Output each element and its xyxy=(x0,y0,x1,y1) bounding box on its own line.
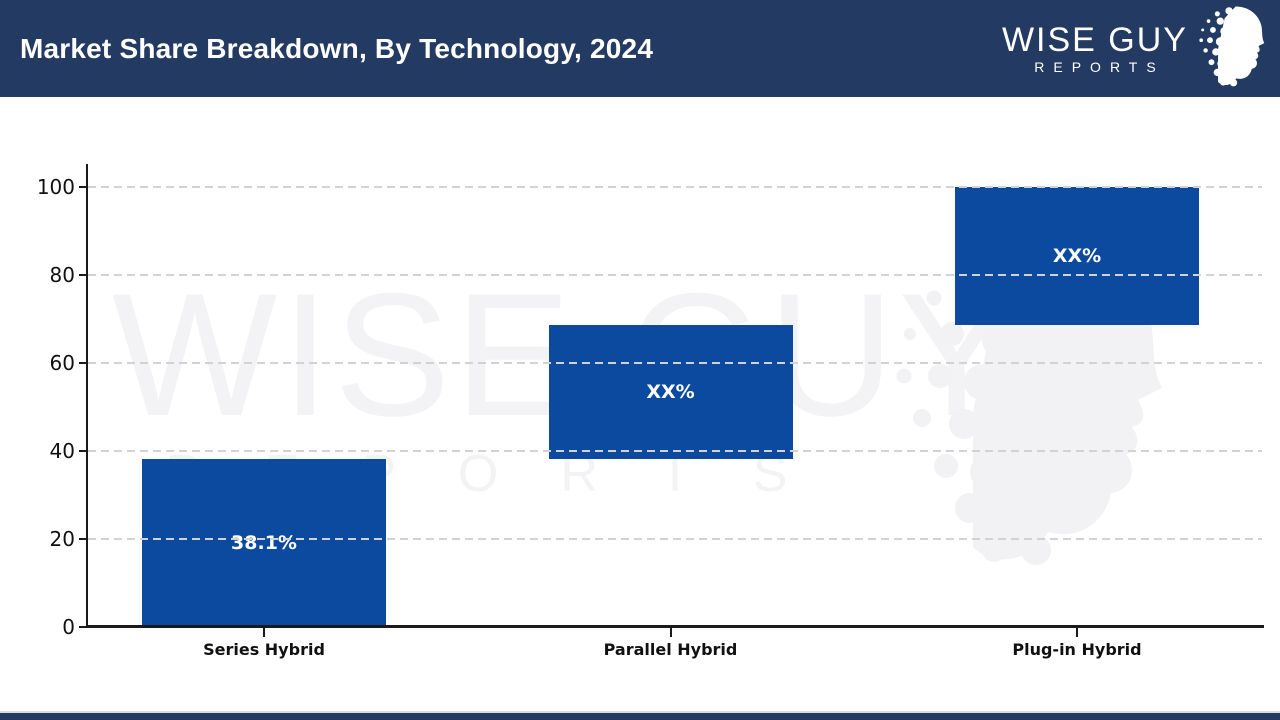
y-axis-tick xyxy=(79,186,88,188)
y-axis-tick xyxy=(79,362,88,364)
x-axis-tick xyxy=(669,628,672,637)
x-axis-tick xyxy=(263,628,265,637)
x-axis-label-series-hybrid: Series Hybrid xyxy=(203,640,325,659)
y-axis-tick xyxy=(79,538,88,540)
x-axis-label-plug-in-hybrid: Plug-in Hybrid xyxy=(1012,640,1142,659)
y-axis-tick-label: 80 xyxy=(49,263,75,287)
bar-parallel-hybrid[interactable]: XX% xyxy=(548,325,793,460)
gridline-100 xyxy=(88,186,1262,188)
y-axis-tick-label: 40 xyxy=(49,439,75,463)
bar-value-label: XX% xyxy=(646,381,695,404)
chart-title: Market Share Breakdown, By Technology, 2… xyxy=(20,32,654,64)
brand-name: WISE GUY xyxy=(1001,21,1188,59)
bar-series-hybrid[interactable]: 38.1% xyxy=(142,459,386,627)
y-axis-tick-label: 20 xyxy=(49,527,75,551)
gridline-60 xyxy=(88,362,1262,364)
y-axis-tick-label: 0 xyxy=(62,615,75,639)
y-axis-spine xyxy=(86,164,88,628)
footer-accent-bar xyxy=(0,713,1280,720)
bar-plug-in-hybrid[interactable]: XX% xyxy=(955,187,1199,326)
y-axis-tick-label: 100 xyxy=(36,175,75,199)
x-axis-label-parallel-hybrid: Parallel Hybrid xyxy=(603,640,738,659)
footer-divider-line xyxy=(0,711,1280,713)
brand-subtitle: REPORTS xyxy=(1034,59,1165,75)
y-axis-tick xyxy=(79,626,88,628)
brand-logo: WISE GUY REPORTS xyxy=(1002,5,1280,93)
header-bar: Market Share Breakdown, By Technology, 2… xyxy=(0,0,1280,97)
y-axis-tick-label: 60 xyxy=(49,351,75,375)
bar-value-label: 38.1% xyxy=(231,532,297,555)
y-axis-tick xyxy=(79,450,88,452)
face-profile-logo-icon xyxy=(1199,5,1265,86)
x-axis-spine xyxy=(86,625,1264,628)
y-axis-tick xyxy=(79,274,88,276)
gridline-40 xyxy=(88,450,1262,452)
gridline-80 xyxy=(88,274,1262,276)
x-axis-tick xyxy=(1076,628,1078,637)
brand-logo-text: WISE GUY REPORTS xyxy=(1002,23,1188,74)
gridline-20 xyxy=(88,538,1262,540)
bar-value-label: XX% xyxy=(1052,245,1102,268)
